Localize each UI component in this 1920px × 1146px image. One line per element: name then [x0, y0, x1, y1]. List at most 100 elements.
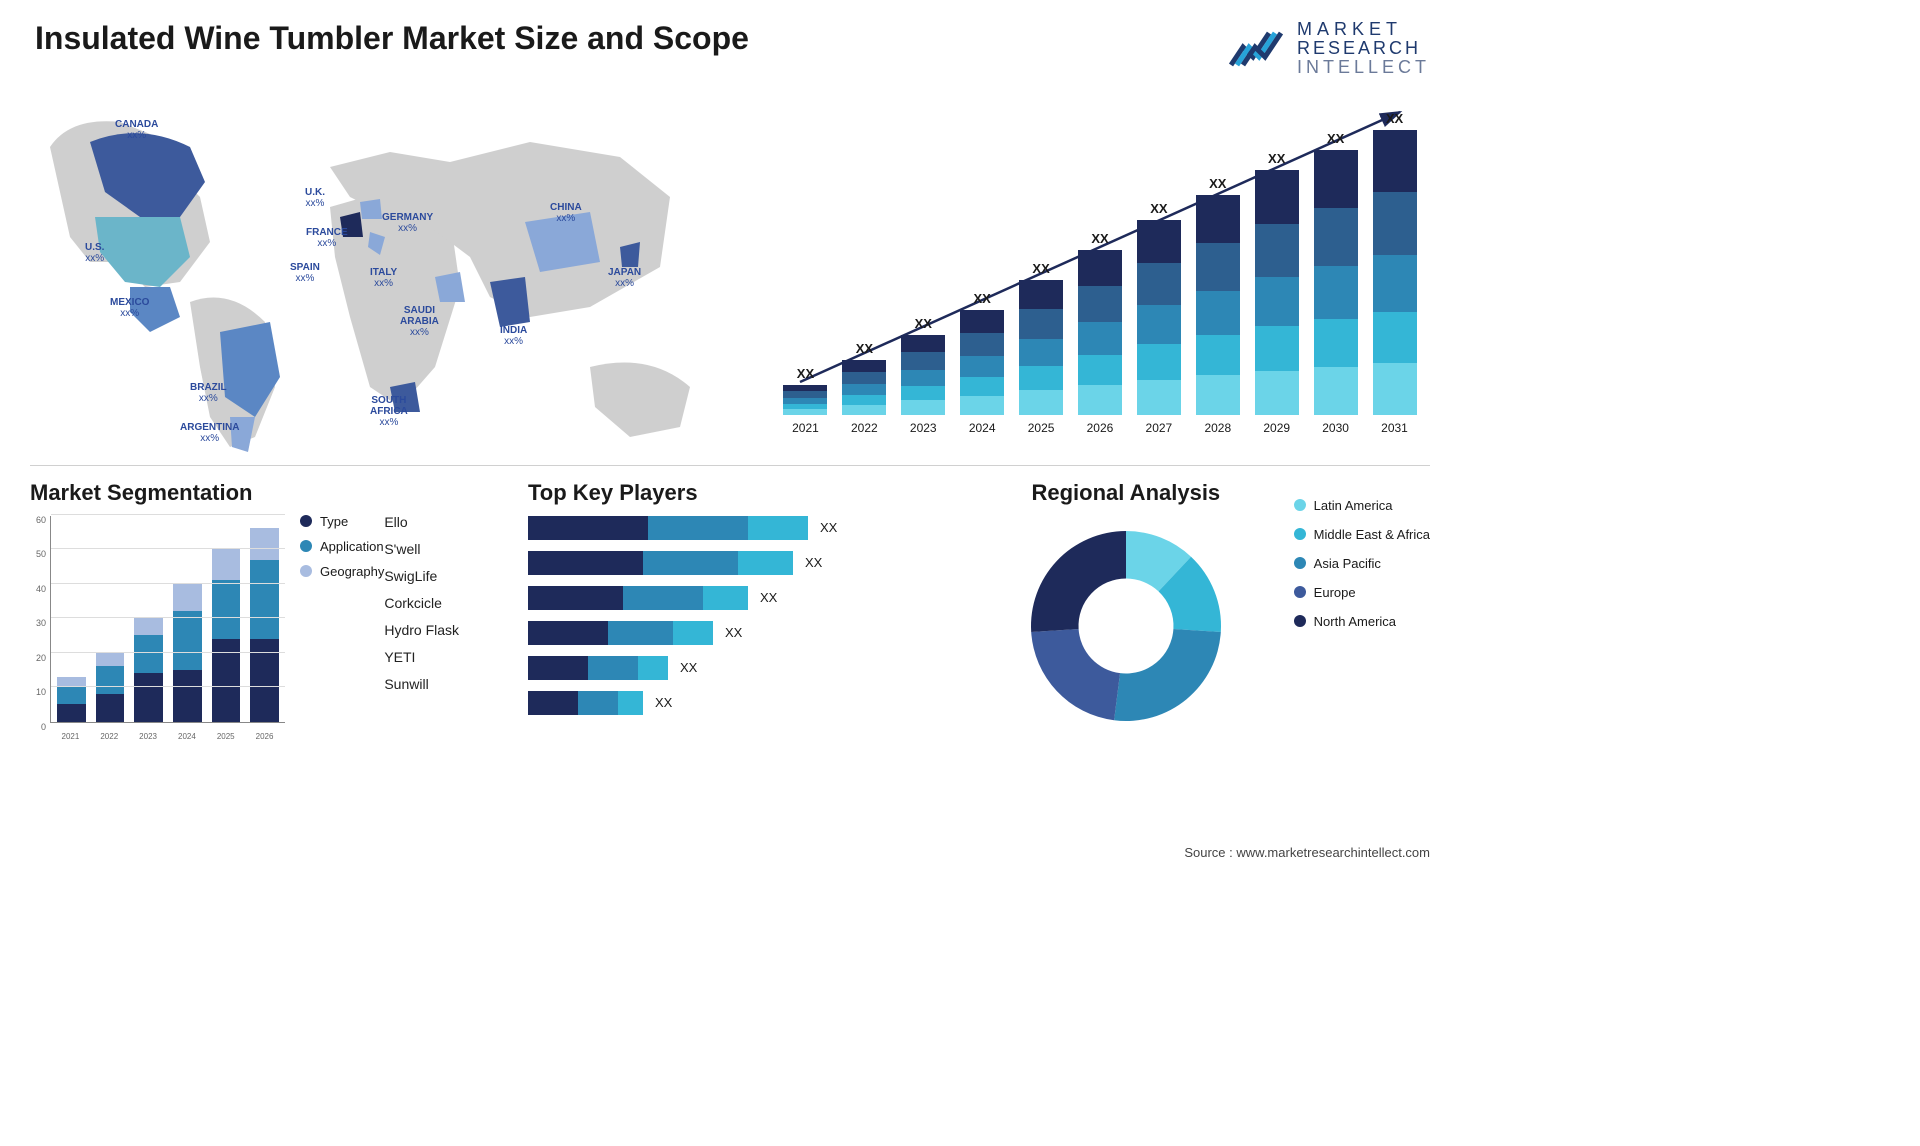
map-label: BRAZILxx% — [190, 382, 227, 404]
segmentation-bar — [96, 653, 125, 722]
player-value-label: XX — [655, 695, 672, 710]
section-divider — [30, 465, 1430, 466]
logo-mark-icon — [1229, 25, 1285, 71]
player-bar-row: XX — [528, 516, 958, 540]
brand-logo: MARKET RESEARCH INTELLECT — [1229, 20, 1430, 77]
forecast-year-label: 2028 — [1204, 421, 1231, 435]
forecast-value-label: XX — [915, 316, 932, 331]
forecast-value-label: XX — [1209, 176, 1226, 191]
map-label: SAUDIARABIAxx% — [400, 305, 439, 338]
bottom-row: Market Segmentation 0102030405060 202120… — [0, 480, 1460, 741]
forecast-bar: XX 2030 — [1310, 131, 1361, 435]
forecast-year-label: 2024 — [969, 421, 996, 435]
player-value-label: XX — [680, 660, 697, 675]
players-title: Top Key Players — [528, 480, 958, 506]
segmentation-bar — [212, 549, 241, 721]
forecast-value-label: XX — [1032, 261, 1049, 276]
forecast-value-label: XX — [974, 291, 991, 306]
forecast-value-label: XX — [1150, 201, 1167, 216]
forecast-year-label: 2026 — [1087, 421, 1114, 435]
segmentation-bar — [250, 528, 279, 721]
forecast-value-label: XX — [856, 341, 873, 356]
forecast-value-label: XX — [1268, 151, 1285, 166]
world-map-panel: CANADAxx% U.S.xx% MEXICOxx% BRAZILxx% ARGENT… — [30, 87, 750, 457]
map-label: MEXICOxx% — [110, 297, 149, 319]
donut-slice — [1031, 531, 1126, 632]
segmentation-panel: Market Segmentation 0102030405060 202120… — [30, 480, 510, 741]
donut-slice — [1114, 629, 1221, 721]
forecast-value-label: XX — [1327, 131, 1344, 146]
list-item: YETI — [384, 649, 459, 665]
forecast-year-label: 2029 — [1263, 421, 1290, 435]
forecast-bar: XX 2029 — [1251, 151, 1302, 435]
segmentation-list: Ello S'well SwigLife Corkcicle Hydro Flask YE… — [384, 514, 459, 741]
player-value-label: XX — [820, 520, 837, 535]
list-item: SwigLife — [384, 568, 459, 584]
map-label: U.S.xx% — [85, 242, 104, 264]
forecast-year-label: 2030 — [1322, 421, 1349, 435]
map-label: INDIAxx% — [500, 325, 527, 347]
regional-title: Regional Analysis — [976, 480, 1276, 506]
list-item: Corkcicle — [384, 595, 459, 611]
segmentation-bar — [57, 677, 86, 722]
legend-item: Type — [300, 514, 384, 529]
legend-item: Middle East & Africa — [1294, 527, 1430, 542]
legend-item: Asia Pacific — [1294, 556, 1430, 571]
legend-item: Application — [300, 539, 384, 554]
forecast-value-label: XX — [1091, 231, 1108, 246]
forecast-bar: XX 2028 — [1192, 176, 1243, 435]
player-bar-row: XX — [528, 621, 958, 645]
map-label: FRANCExx% — [306, 227, 348, 249]
map-label: GERMANYxx% — [382, 212, 433, 234]
forecast-bar: XX 2027 — [1133, 201, 1184, 435]
legend-item: Latin America — [1294, 498, 1430, 513]
regional-donut-chart — [1016, 516, 1236, 736]
forecast-bar: XX 2021 — [780, 366, 831, 435]
forecast-year-label: 2027 — [1146, 421, 1173, 435]
list-item: Hydro Flask — [384, 622, 459, 638]
segmentation-bar — [173, 584, 202, 722]
player-bar-row: XX — [528, 586, 958, 610]
logo-text-1: MARKET — [1297, 20, 1430, 39]
forecast-bar: XX2023 — [898, 316, 949, 435]
player-value-label: XX — [760, 590, 777, 605]
player-bar-row: XX — [528, 691, 958, 715]
forecast-bar: XX 2024 — [957, 291, 1008, 435]
map-label: JAPANxx% — [608, 267, 641, 289]
map-label: CANADAxx% — [115, 119, 158, 141]
map-label: CHINAxx% — [550, 202, 582, 224]
forecast-chart: XX2021XX2022XX2023XX2024XX2025XX2026XX20… — [770, 87, 1430, 457]
donut-slice — [1031, 629, 1120, 720]
segmentation-year-label: 2025 — [211, 732, 240, 741]
map-label: ARGENTINAxx% — [180, 422, 239, 444]
logo-text-2: RESEARCH — [1297, 39, 1430, 58]
header: Insulated Wine Tumbler Market Size and S… — [0, 0, 1460, 87]
player-value-label: XX — [725, 625, 742, 640]
source-attribution: Source : www.marketresearchintellect.com — [1184, 845, 1430, 860]
forecast-bar: XX 2026 — [1075, 231, 1126, 435]
list-item: Ello — [384, 514, 459, 530]
segmentation-year-label: 2024 — [172, 732, 201, 741]
player-value-label: XX — [805, 555, 822, 570]
legend-item: Europe — [1294, 585, 1430, 600]
top-row: CANADAxx% U.S.xx% MEXICOxx% BRAZILxx% ARGENT… — [0, 87, 1460, 457]
segmentation-year-label: 2021 — [56, 732, 85, 741]
map-label: ITALYxx% — [370, 267, 397, 289]
player-bar-row: XX — [528, 551, 958, 575]
list-item: Sunwill — [384, 676, 459, 692]
forecast-bar: XX 2025 — [1016, 261, 1067, 435]
segmentation-chart: 0102030405060 202120222023202420252026 — [30, 516, 285, 741]
map-label: SOUTHAFRICAxx% — [370, 395, 408, 428]
players-chart: XX XX XX XX XX XX — [528, 516, 958, 715]
player-bar-row: XX — [528, 656, 958, 680]
list-item: S'well — [384, 541, 459, 557]
segmentation-year-label: 2023 — [134, 732, 163, 741]
forecast-year-label: 2025 — [1028, 421, 1055, 435]
map-label: U.K.xx% — [305, 187, 325, 209]
forecast-bar: XX 2022 — [839, 341, 890, 435]
forecast-value-label: XX — [797, 366, 814, 381]
map-label: SPAINxx% — [290, 262, 320, 284]
forecast-year-label: 2022 — [851, 421, 878, 435]
regional-legend: Latin America Middle East & Africa Asia Pa… — [1294, 498, 1430, 741]
forecast-year-label: 2021 — [792, 421, 819, 435]
